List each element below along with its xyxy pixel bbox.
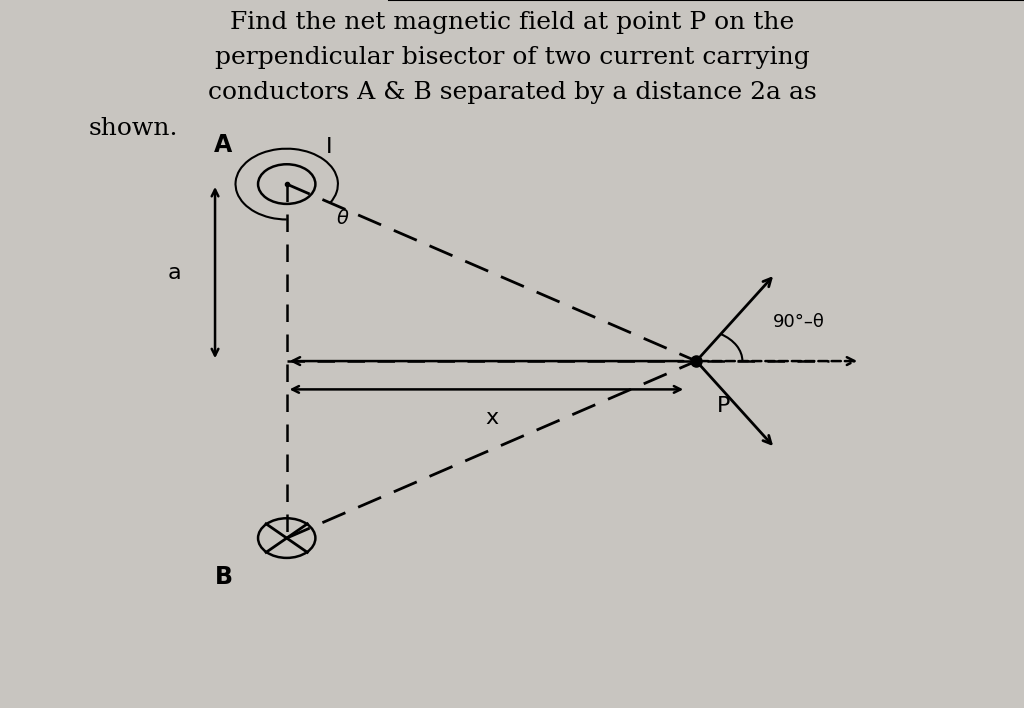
Text: 90°–θ: 90°–θ — [773, 314, 825, 331]
Text: shown.: shown. — [88, 117, 178, 139]
Text: θ: θ — [337, 209, 349, 227]
Text: x: x — [485, 408, 498, 428]
Text: a: a — [167, 263, 181, 282]
Text: conductors A & B separated by a distance 2a as: conductors A & B separated by a distance… — [208, 81, 816, 104]
Text: Find the net magnetic field at point P on the: Find the net magnetic field at point P o… — [229, 11, 795, 33]
Text: P: P — [717, 396, 730, 416]
Text: A: A — [214, 133, 232, 157]
Text: B: B — [214, 565, 232, 589]
Text: perpendicular bisector of two current carrying: perpendicular bisector of two current ca… — [215, 46, 809, 69]
Text: I: I — [326, 137, 332, 157]
